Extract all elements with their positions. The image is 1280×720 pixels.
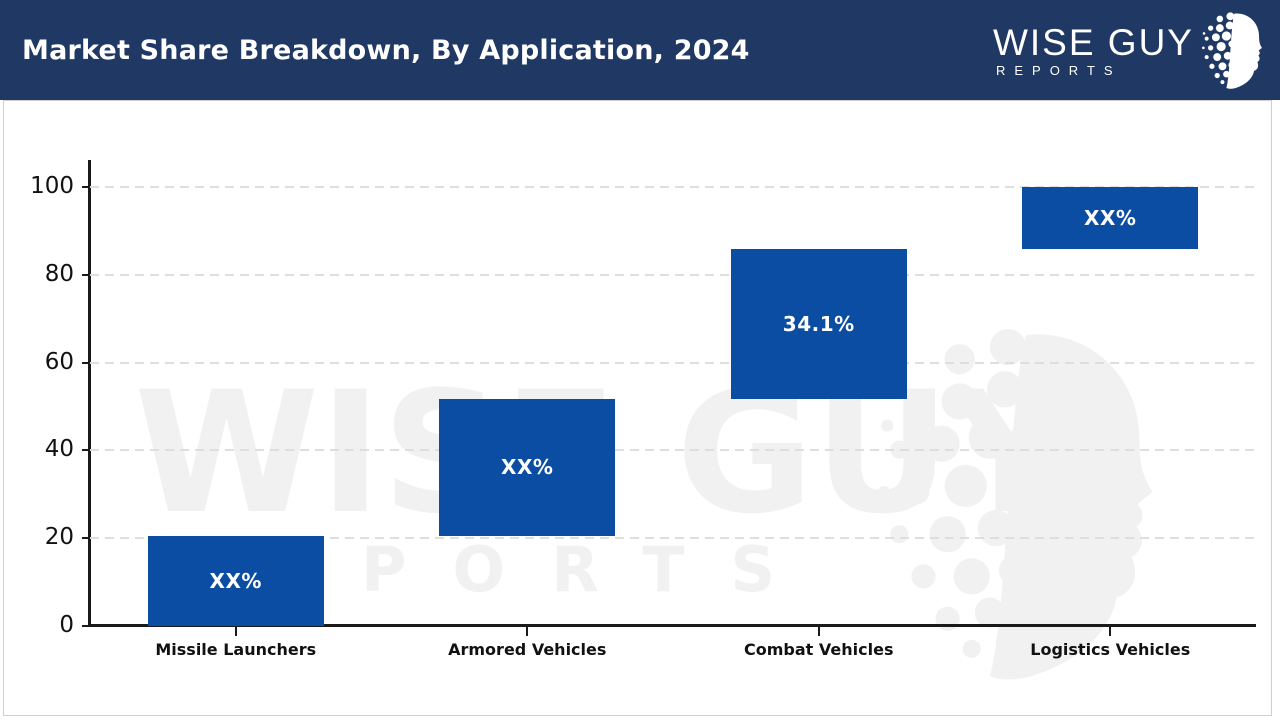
page-title: Market Share Breakdown, By Application, … bbox=[22, 34, 750, 66]
logo-wordmark: WISE GUY bbox=[992, 21, 1194, 63]
brand-logo-text: WISE GUY REPORTS bbox=[993, 24, 1194, 77]
watermark-subtitle: REPORTS bbox=[179, 533, 822, 606]
header: Market Share Breakdown, By Application, … bbox=[0, 0, 1280, 100]
brand-head-icon bbox=[1202, 11, 1262, 89]
brand-logo: WISE GUY REPORTS bbox=[993, 11, 1266, 90]
watermark-wordmark: WISE GUY bbox=[134, 355, 1073, 551]
watermark-head-icon bbox=[878, 329, 1153, 680]
chart-panel: WISE GUY REPORTS bbox=[3, 100, 1272, 716]
logo-subtitle: REPORTS bbox=[995, 62, 1122, 78]
